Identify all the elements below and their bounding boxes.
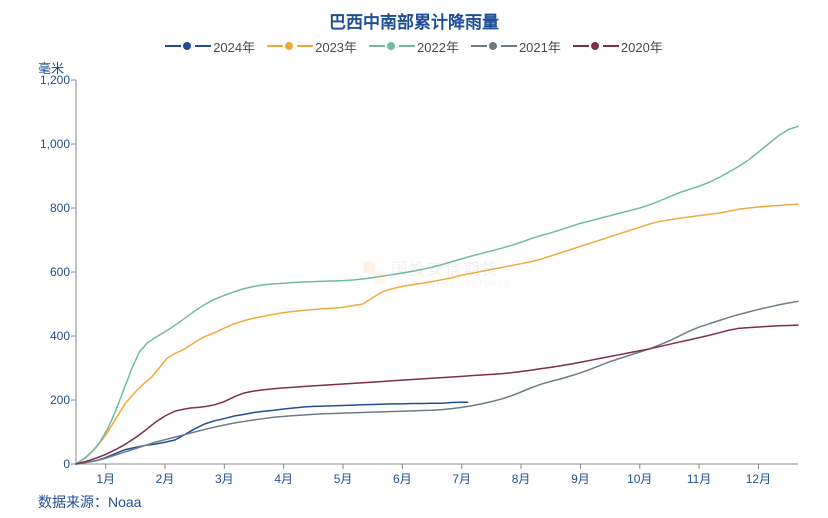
y-tick-label: 200 [50,393,76,407]
x-tick-label: 4月 [274,464,293,487]
legend-label: 2024年 [213,37,255,56]
chart-container: 巴西中南部累计降雨量 2024年2023年2022年2021年2020年 毫米 … [0,0,828,518]
legend-label: 2021年 [519,37,561,56]
legend-label: 2023年 [315,37,357,56]
legend-item: 2022年 [369,37,459,56]
y-tick-label: 600 [50,265,76,279]
legend-item: 2023年 [267,37,357,56]
legend-marker-icon [285,42,293,50]
chart-svg [76,80,798,464]
legend-item: 2020年 [573,37,663,56]
legend-marker-icon [591,42,599,50]
series-line [76,126,798,464]
legend: 2024年 2023年 2022年 2021年 2020年 [0,34,828,56]
x-tick-label: 8月 [512,464,531,487]
x-tick-label: 1月 [96,464,115,487]
x-tick-label: 7月 [452,464,471,487]
series-line [76,204,798,464]
series-line [76,325,798,464]
x-tick-label: 9月 [571,464,590,487]
data-source: 数据来源：Noaa [38,492,141,512]
series-line [76,301,798,464]
x-tick-label: 11月 [687,464,711,487]
y-tick-label: 1,200 [40,73,76,87]
legend-marker-icon [387,42,395,50]
x-tick-label: 5月 [334,464,353,487]
chart-title: 巴西中南部累计降雨量 [0,8,828,33]
x-tick-label: 10月 [627,464,652,487]
legend-label: 2020年 [621,37,663,56]
x-tick-label: 2月 [156,464,175,487]
legend-item: 2021年 [471,37,561,56]
y-tick-label: 400 [50,329,76,343]
x-tick-label: 3月 [215,464,234,487]
y-tick-label: 0 [63,457,76,471]
legend-item: 2024年 [165,37,255,56]
legend-label: 2022年 [417,37,459,56]
x-tick-label: 6月 [393,464,412,487]
x-tick-label: 12月 [746,464,771,487]
legend-marker-icon [183,42,191,50]
y-tick-label: 1,000 [40,137,76,151]
plot-area: 国投安信期货 SDIC ESSENCE FUTURES 020040060080… [76,80,798,464]
y-tick-label: 800 [50,201,76,215]
legend-marker-icon [489,42,497,50]
